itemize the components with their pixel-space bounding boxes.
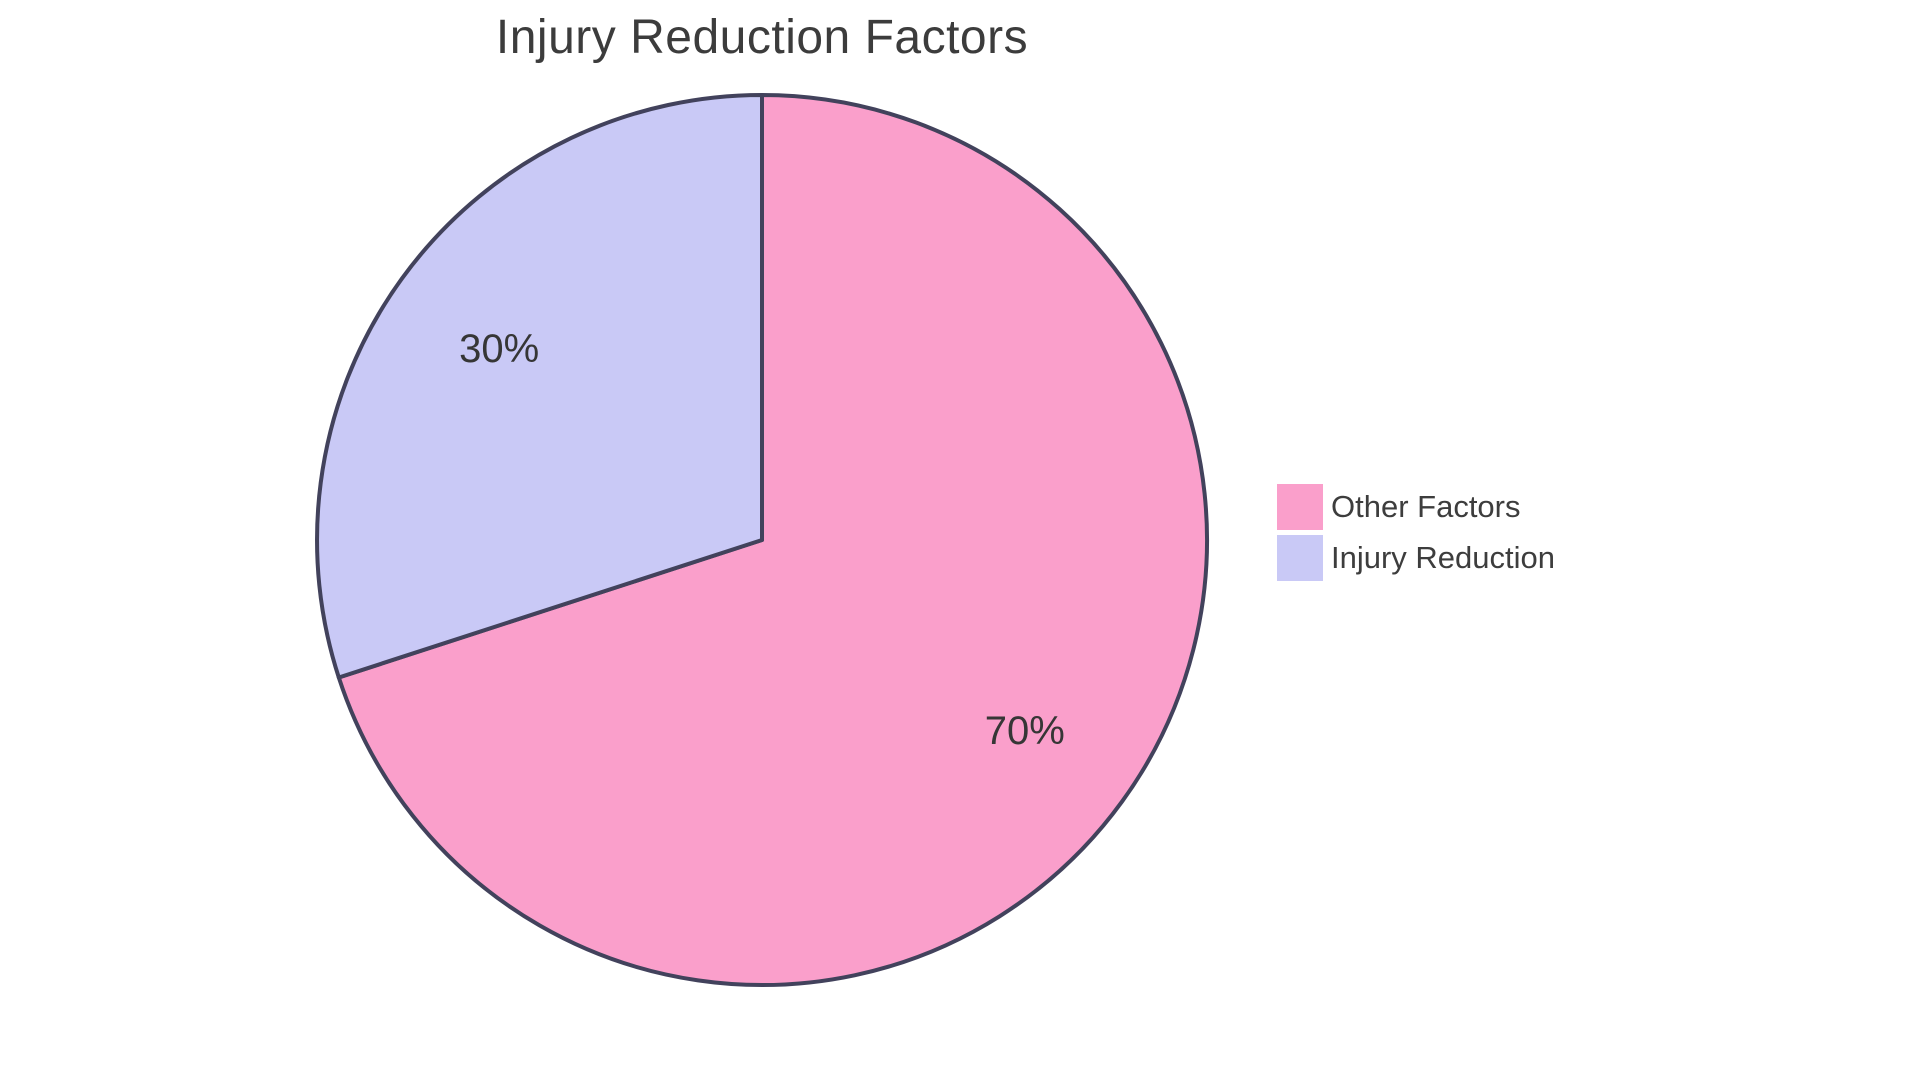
pie-slice-percent-label-other-factors: 70% (985, 709, 1065, 753)
legend-item-other-factors[interactable]: Other Factors (1277, 484, 1555, 530)
legend-label-other-factors: Other Factors (1331, 489, 1521, 524)
legend-label-injury-reduction: Injury Reduction (1331, 540, 1556, 575)
legend-swatch-other-factors (1277, 484, 1323, 530)
chart-title: Injury Reduction Factors (495, 11, 1029, 64)
legend-swatch-injury-reduction (1277, 535, 1323, 581)
pie-slice-percent-label-injury-reduction: 30% (459, 327, 539, 371)
legend: Other Factors Injury Reduction (1277, 484, 1555, 581)
legend-item-injury-reduction[interactable]: Injury Reduction (1277, 535, 1555, 581)
pie-slice-other-factors[interactable] (336, 93, 1210, 987)
pie-slice-injury-reduction[interactable] (315, 93, 764, 680)
